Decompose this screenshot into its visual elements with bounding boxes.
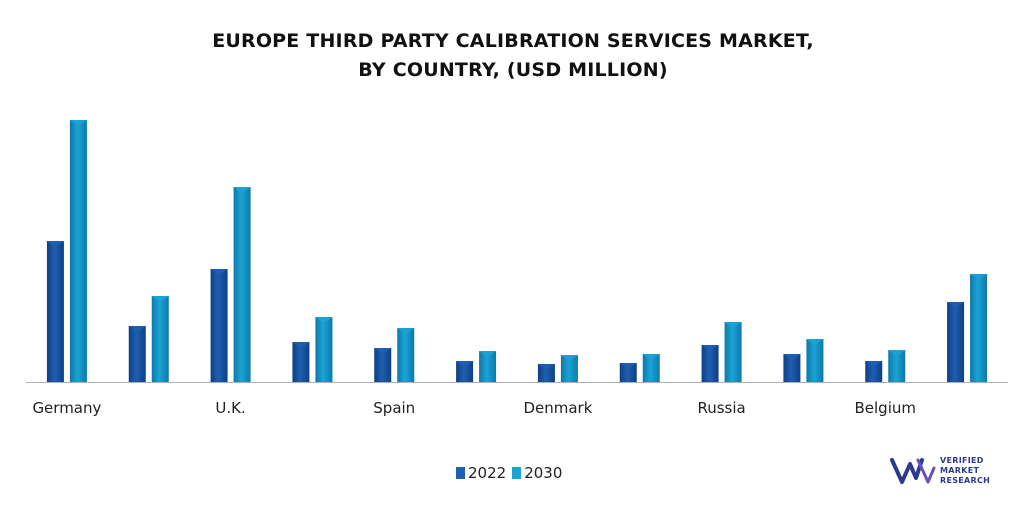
chart-title: EUROPE THIRD PARTY CALIBRATION SERVICES … (212, 30, 814, 52)
bar-2030-france (151, 296, 169, 382)
logo-line-1: VERIFIED (940, 456, 984, 465)
chart-subtitle: BY COUNTRY, (USD MILLION) (358, 59, 668, 81)
x-tick-label-spain: Spain (373, 399, 415, 417)
bar-2022-netherlands (456, 361, 474, 382)
bar-2022-italy (292, 342, 310, 382)
legend-label-2022: 2022 (468, 464, 507, 482)
bar-2030-sweden (642, 354, 660, 382)
x-tick-label-germany: Germany (32, 399, 101, 417)
bar-2022-russia (701, 345, 719, 382)
legend: 2022 2030 (456, 464, 568, 482)
bar-2030-switzerland (806, 339, 824, 382)
bar-2022-sweden (619, 363, 637, 382)
bar-2022-spain (374, 348, 392, 382)
bar-2030-rest-of-europe (970, 274, 988, 382)
bar-2030-denmark (560, 355, 578, 382)
bar-2022-denmark (537, 364, 555, 382)
bar-2030-belgium (888, 350, 906, 382)
x-tick-label-denmark: Denmark (523, 399, 592, 417)
verified-market-research-logo (890, 458, 936, 484)
bar-2022-u-k- (210, 269, 228, 382)
legend-label-2030: 2030 (524, 464, 563, 482)
bar-2022-switzerland (783, 354, 801, 382)
legend-swatch-2022 (456, 467, 465, 479)
legend-item-2022: 2022 (456, 464, 506, 482)
logo-text: VERIFIED MARKET RESEARCH (940, 456, 990, 486)
legend-item-2030: 2030 (512, 464, 562, 482)
bar-2022-belgium (865, 361, 883, 382)
x-tick-label-russia: Russia (697, 399, 745, 417)
bar-2022-rest-of-europe (947, 302, 965, 382)
bar-2030-germany (69, 120, 87, 382)
x-tick-label-belgium: Belgium (855, 399, 917, 417)
bar-2030-italy (315, 317, 333, 382)
legend-swatch-2030 (512, 467, 522, 479)
bar-2022-france (128, 326, 146, 382)
x-tick-label-u-k-: U.K. (215, 399, 245, 417)
bar-2030-netherlands (479, 351, 497, 382)
logo-line-3: RESEARCH (940, 476, 991, 485)
logo-line-2: MARKET (940, 466, 980, 475)
bar-2030-u-k- (233, 187, 251, 382)
bar-2030-spain (397, 328, 415, 382)
bar-2022-germany (46, 241, 64, 382)
bar-2030-russia (724, 322, 742, 382)
